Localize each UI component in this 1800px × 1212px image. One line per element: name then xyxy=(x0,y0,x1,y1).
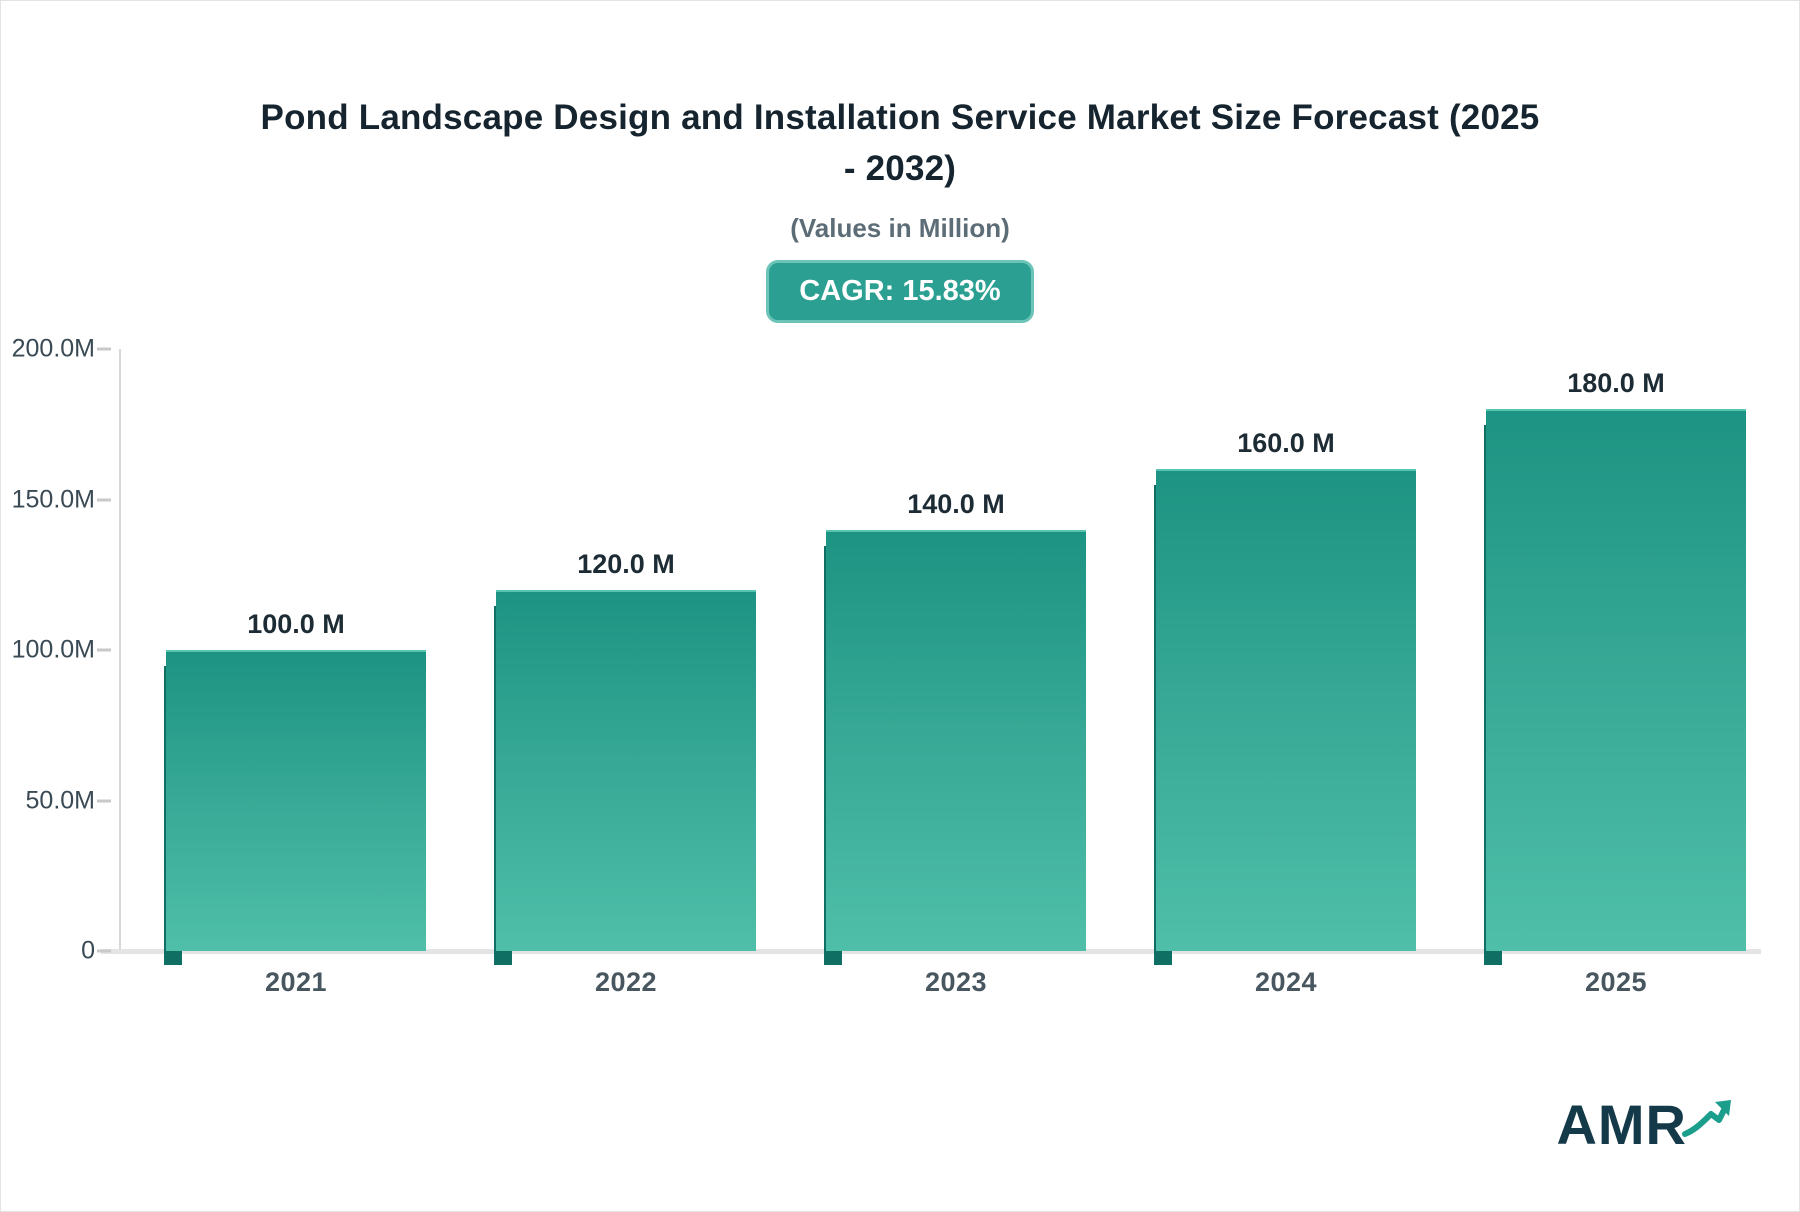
y-tick-label: 100.0M xyxy=(11,635,95,664)
y-tick-mark xyxy=(97,949,111,953)
bar-value-label: 180.0 M xyxy=(1567,368,1665,398)
bar-group-2025: 180.0 M xyxy=(1484,368,1746,965)
bar-group-2023: 140.0 M xyxy=(824,489,1086,965)
bar-value-label: 120.0 M xyxy=(577,549,675,579)
bar-value-label: 160.0 M xyxy=(1237,428,1335,458)
bar-group-2024: 160.0 M xyxy=(1154,428,1416,965)
amr-logo: AMR xyxy=(1556,1092,1735,1157)
amr-logo-text: AMR xyxy=(1556,1093,1687,1156)
bar-group-2021: 100.0 M xyxy=(164,609,426,965)
x-axis-labels: 2021 2022 2023 2024 2025 xyxy=(131,967,1781,998)
x-axis-label-2025: 2025 xyxy=(1584,967,1648,997)
y-tick-label: 0 xyxy=(81,936,95,965)
bar-front-face xyxy=(826,530,1086,951)
y-tick-mark xyxy=(97,648,111,652)
y-tick-mark xyxy=(97,498,111,501)
x-axis-label-2022: 2022 xyxy=(594,967,658,997)
y-tick-mark xyxy=(97,347,111,351)
y-tick-mark xyxy=(97,799,111,802)
y-axis-line xyxy=(119,349,121,951)
plot-area: 100.0 M 120.0 M 140.0 M 160.0 M 180.0 M xyxy=(131,331,1781,965)
bar-2025[interactable] xyxy=(1484,409,1746,965)
bar-2023[interactable] xyxy=(824,530,1086,965)
chart-subtitle: (Values in Million) xyxy=(790,212,1010,243)
bar-front-face xyxy=(496,590,756,951)
x-axis-baseline xyxy=(101,949,1761,954)
y-tick-label: 150.0M xyxy=(11,485,95,513)
badge-container: CAGR: 15.83% xyxy=(1,259,1799,323)
bar-2021[interactable] xyxy=(164,650,426,965)
bar-group-2022: 120.0 M xyxy=(494,549,756,965)
x-axis-label-2021: 2021 xyxy=(264,967,328,997)
y-tick-label: 50.0M xyxy=(25,786,95,814)
bar-value-label: 100.0 M xyxy=(247,609,345,639)
bar-2024[interactable] xyxy=(1154,469,1416,965)
amr-logo-arrow-icon xyxy=(1681,1096,1735,1145)
y-tick-label: 200.0M xyxy=(11,334,95,363)
bar-front-face xyxy=(1486,409,1746,951)
bar-value-label: 140.0 M xyxy=(907,489,1005,519)
bar-front-face xyxy=(1156,469,1416,951)
bar-front-face xyxy=(166,650,426,951)
x-axis-label-2024: 2024 xyxy=(1254,967,1318,997)
cagr-badge: CAGR: 15.83% xyxy=(766,259,1034,323)
bar-2022[interactable] xyxy=(494,590,756,965)
chart-title: Pond Landscape Design and Installation S… xyxy=(260,98,1540,188)
x-axis-label-2023: 2023 xyxy=(924,967,988,997)
